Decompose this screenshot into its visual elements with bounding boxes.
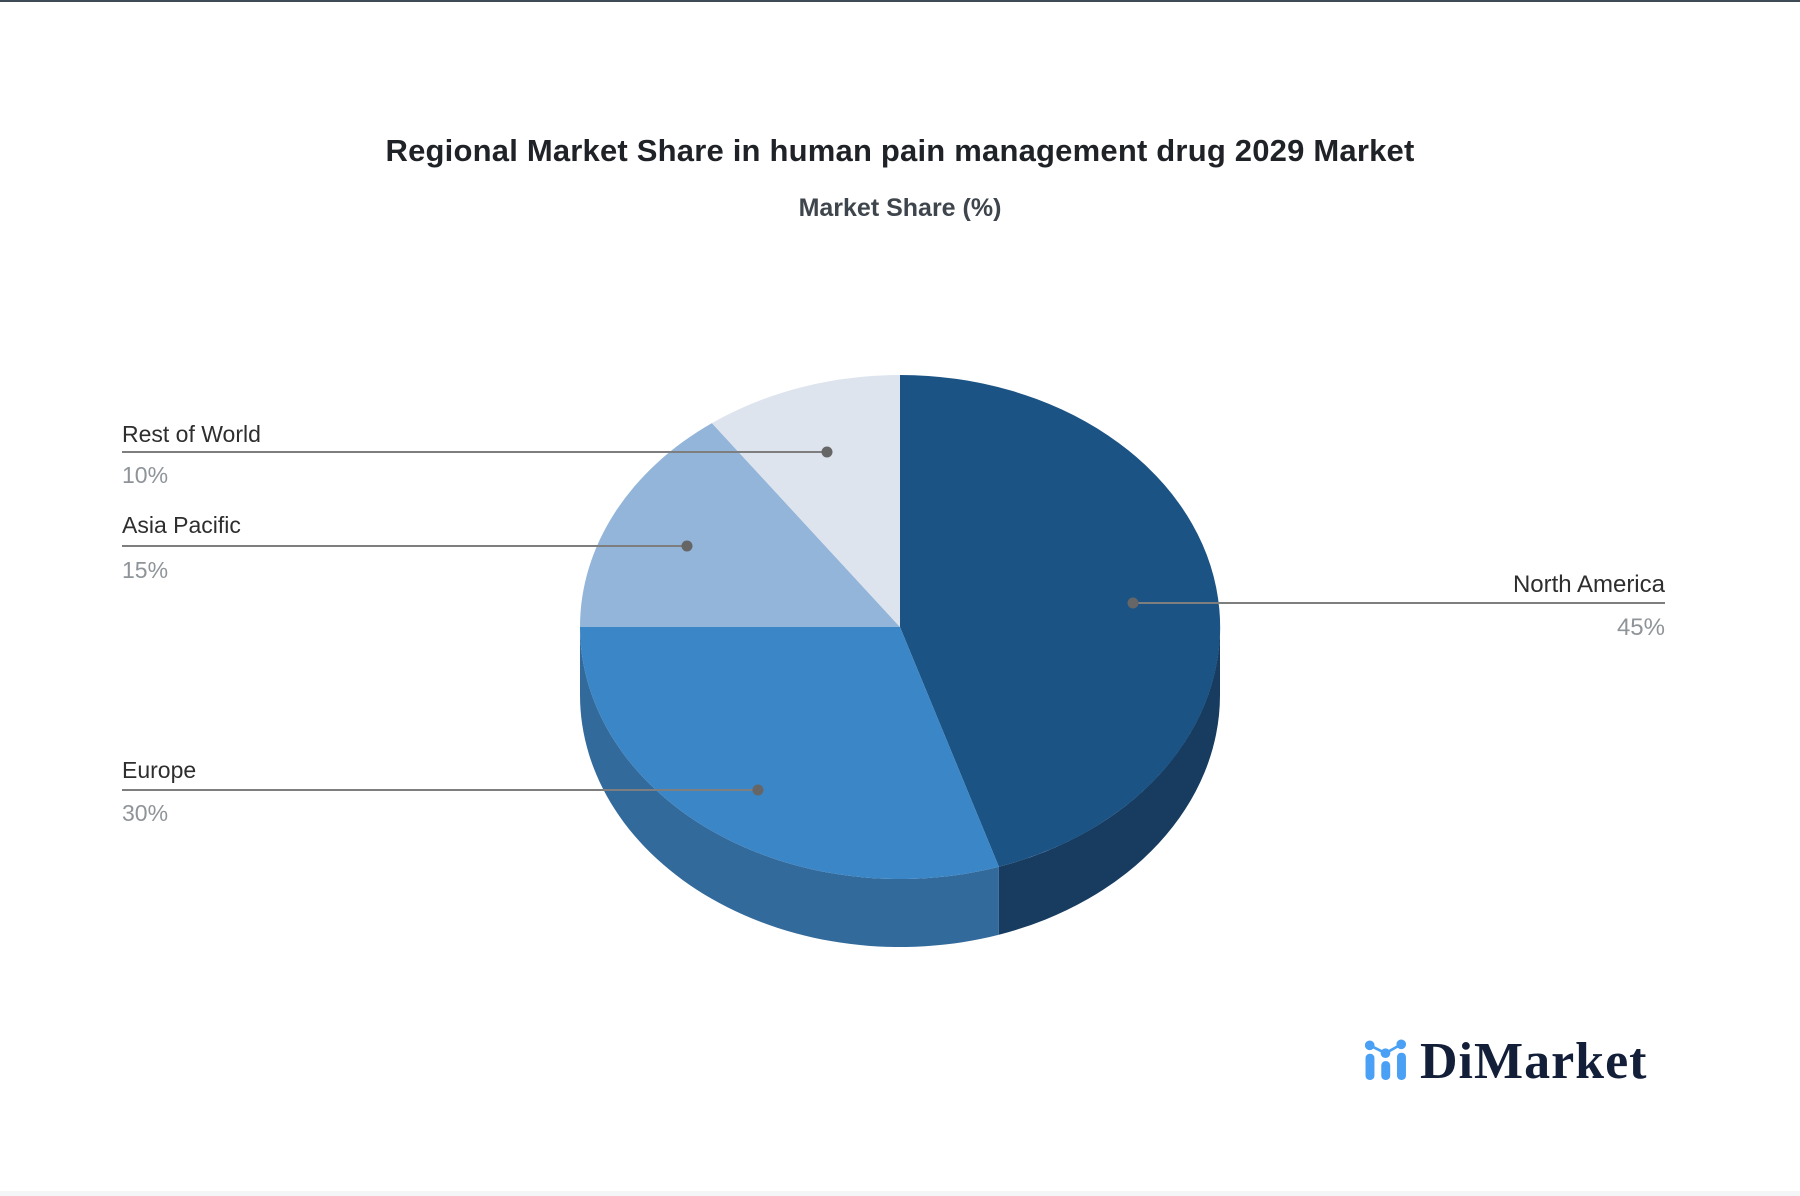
pie-side-europe — [579, 627, 999, 948]
label-europe: Europe — [122, 757, 197, 783]
label-rest-of-world: Rest of World — [122, 421, 261, 447]
pie-slice-asia-pacific — [580, 423, 900, 627]
leader-dot-north-america — [1127, 597, 1139, 609]
top-border — [0, 0, 1800, 2]
pie-slice-rest-of-world — [711, 374, 900, 627]
leader-dot-rest-of-world — [821, 446, 833, 458]
brand-logo: DiMarket — [1365, 1036, 1647, 1088]
pie-slice-north-america — [900, 374, 1221, 867]
value-asia-pacific: 15% — [122, 557, 169, 583]
pie-side-north-america — [998, 627, 1220, 935]
pie-slice-europe — [579, 627, 999, 880]
chart-subtitle: Market Share (%) — [798, 194, 1002, 222]
value-rest-of-world: 10% — [122, 462, 169, 488]
bar-chart-logo-icon — [1365, 1039, 1407, 1080]
label-north-america: North America — [1512, 571, 1665, 598]
brand-name: DiMarket — [1420, 1033, 1648, 1090]
bottom-border — [0, 1191, 1800, 1196]
label-asia-pacific: Asia Pacific — [122, 512, 241, 538]
chart-title: Regional Market Share in human pain mana… — [385, 133, 1415, 168]
leader-dot-asia-pacific — [681, 540, 693, 552]
leader-dot-europe — [752, 784, 764, 796]
value-north-america: 45% — [1616, 614, 1665, 641]
value-europe: 30% — [122, 800, 169, 826]
